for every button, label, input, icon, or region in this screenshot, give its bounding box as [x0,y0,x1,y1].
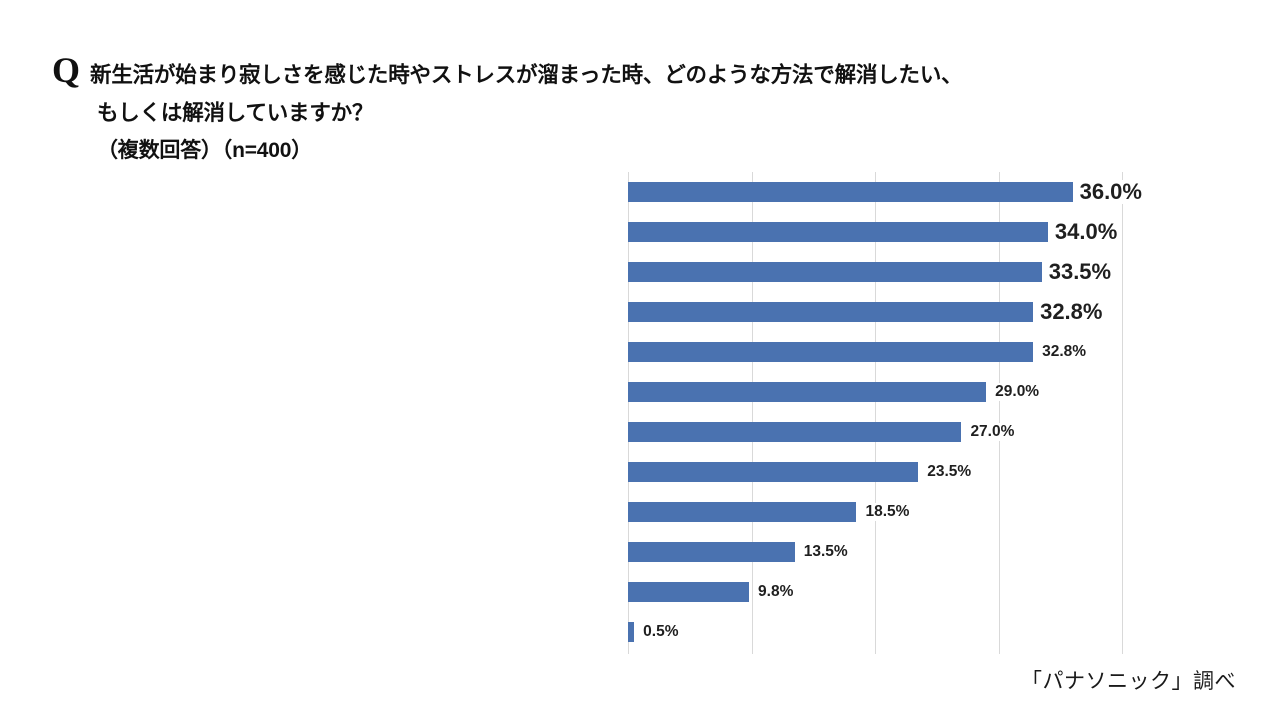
bar-chart: 美味しいものを食べる36.0%動画・映画鑑賞に没頭する34.0%友人と通話や会話… [0,172,1280,656]
bar-value-label: 29.0% [993,383,1042,401]
bar-and-value: 32.8% [628,292,1105,332]
bar-value-label: 23.5% [925,463,974,481]
bar-row: 好きな音楽を聴く32.8% [628,292,1122,332]
bar-rows-group: 美味しいものを食べる36.0%動画・映画鑑賞に没頭する34.0%友人と通話や会話… [628,172,1144,654]
bar [628,342,1034,362]
bar-and-value: 23.5% [628,452,974,492]
question-marker: Q [52,50,81,90]
bar [628,182,1073,202]
bar-value-label: 32.8% [1040,343,1089,361]
bar-row: 友人と通話や会話33.5% [628,252,1122,292]
bar-and-value: 9.8% [628,572,796,612]
bar [628,622,635,642]
survey-attribution: 「パナソニック」調べ [1021,670,1236,693]
bar [628,582,750,602]
question-title-block: Q 新生活が始まり寂しさを感じた時やストレスが溜まった時、どのような方法で解消し… [52,52,1232,161]
bar-row: 動画・映画鑑賞に没頭する34.0% [628,212,1122,252]
bar-value-label: 18.5% [863,503,912,521]
bar [628,542,795,562]
bar-row: ひたすら寝る32.8% [628,332,1122,372]
bar-value-label: 13.5% [801,543,850,561]
bar [628,502,857,522]
bar-and-value: 29.0% [628,372,1042,412]
bar-and-value: 27.0% [628,412,1017,452]
bar-and-value: 18.5% [628,492,912,532]
bar-row: 運動する18.5% [628,492,1122,532]
question-subtext-respondents: （複数回答）（n=400） [97,138,313,162]
bar-value-label: 0.5% [641,623,681,641]
bar-value-label: 33.5% [1046,259,1114,284]
bar-row: SNSをする（投稿・見る）29.0% [628,372,1122,412]
bar-and-value: 34.0% [628,212,1120,252]
bar-value-label: 27.0% [968,423,1017,441]
bar-value-label: 34.0% [1052,219,1120,244]
bar-row: 特にない9.8% [628,572,1122,612]
gridline-30 [998,172,1000,654]
gridline-0 [628,172,629,654]
gridline-10 [751,172,753,654]
bar-and-value: 33.5% [628,252,1114,292]
bar-row: ゲームをする13.5% [628,532,1122,572]
bar [628,302,1034,322]
bar-row: 推し活に没頭する23.5% [628,452,1122,492]
bar-value-label: 9.8% [756,583,796,601]
bar [628,382,987,402]
title-first-row: Q 新生活が始まり寂しさを感じた時やストレスが溜まった時、どのような方法で解消し… [52,52,1232,88]
gridline-40 [1122,172,1123,654]
bar [628,422,962,442]
bar-row: 美味しいものを食べる36.0% [628,172,1144,212]
bar-and-value: 0.5% [628,612,681,652]
bar-and-value: 36.0% [628,172,1144,212]
bar-row: 旅行や遊びに出かける27.0% [628,412,1122,452]
bar [628,222,1048,242]
gridline-20 [875,172,876,654]
bar [628,462,919,482]
bar-and-value: 13.5% [628,532,850,572]
bar-and-value: 32.8% [628,332,1089,372]
plot-area: 美味しいものを食べる36.0%動画・映画鑑賞に没頭する34.0%友人と通話や会話… [628,172,1144,654]
bar [628,262,1042,282]
bar-value-label: 32.8% [1038,299,1105,324]
bar-value-label: 36.0% [1077,179,1144,204]
bar-row: その他0.5% [628,612,1122,652]
question-text-line-1: 新生活が始まり寂しさを感じた時やストレスが溜まった時、どのような方法で解消したい… [90,63,963,87]
question-text-line-2: もしくは解消していますか？ [97,101,374,125]
